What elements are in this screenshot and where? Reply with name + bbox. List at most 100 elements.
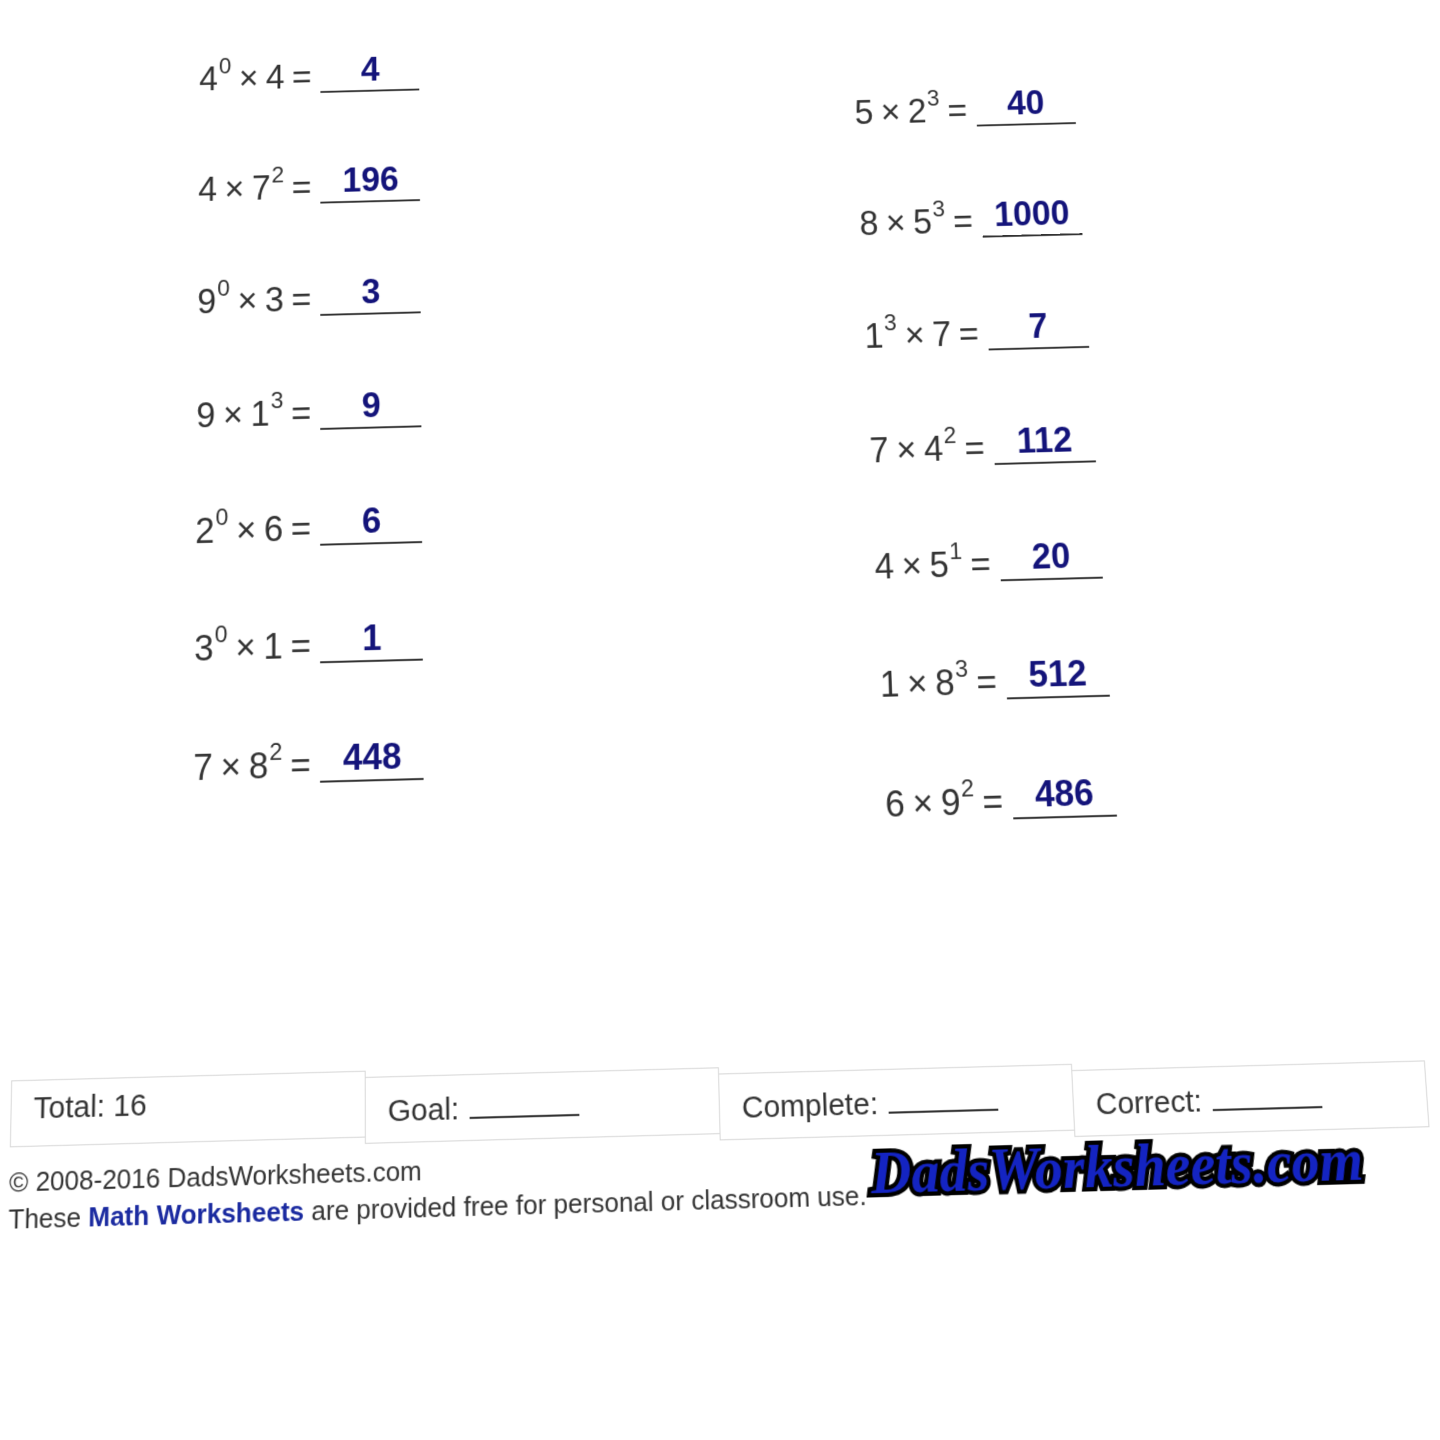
term: 23: [907, 94, 940, 128]
term-base: 8: [859, 204, 879, 243]
equals-symbol: =: [958, 316, 979, 351]
term-base: 7: [252, 169, 271, 207]
footer-copyright: © 2008-2016 DadsWorksheets.com: [9, 1155, 422, 1198]
term: 30: [194, 630, 228, 666]
term-base: 4: [874, 546, 895, 586]
term-base: 2: [907, 92, 927, 130]
equals-symbol: =: [952, 204, 973, 238]
problem-row: 13×7 = 7: [712, 267, 1243, 394]
answer-value: 6: [321, 501, 423, 546]
term: 40: [199, 62, 231, 96]
stat-complete-blank: [887, 1077, 998, 1113]
problem-row: 30×1 = 1: [165, 573, 709, 706]
term-exponent: 3: [932, 197, 946, 222]
footer-text: © 2008-2016 DadsWorksheets.com These Mat…: [8, 1141, 867, 1239]
footer-math-worksheets-link[interactable]: Math Worksheets: [88, 1195, 304, 1233]
answer-value: 7: [987, 306, 1089, 350]
term: 83: [935, 665, 970, 702]
term-base: 1: [251, 394, 270, 434]
term: 1: [263, 629, 283, 665]
problem-expression: 30×1 = 1: [194, 617, 423, 666]
term-base: 5: [854, 93, 874, 131]
answer-value: 20: [999, 536, 1103, 581]
term-base: 3: [265, 280, 284, 319]
equals-symbol: =: [964, 430, 986, 465]
term: 6: [885, 786, 906, 823]
term-base: 5: [929, 544, 950, 584]
problem-row: 1×83 = 512: [726, 612, 1264, 745]
term-base: 7: [869, 430, 890, 470]
stat-goal: Goal:: [365, 1067, 721, 1144]
term: 53: [913, 205, 947, 239]
problem-expression: 7×82 = 448: [193, 736, 424, 786]
worksheet-page: 40×4 = 44×72 = 19690×3 = 39×13 = 920×6 =…: [0, 0, 1440, 1440]
term: 3: [265, 283, 284, 317]
term-base: 6: [264, 509, 283, 549]
problem-expression: 13×7 = 7: [864, 306, 1090, 353]
problem-row: 90×3 = 3: [168, 229, 700, 356]
times-symbol: ×: [220, 749, 241, 786]
term-base: 1: [263, 626, 283, 667]
term-base: 7: [931, 314, 952, 353]
problem-row: 9×13 = 9: [167, 342, 703, 471]
problem-row: 4×51 = 20: [721, 495, 1257, 626]
times-symbol: ×: [237, 283, 257, 317]
equals-symbol: =: [291, 511, 311, 546]
term: 7: [869, 433, 889, 468]
problem-row: 7×82 = 448: [163, 691, 711, 826]
stat-total: Total: 16: [10, 1071, 366, 1148]
times-symbol: ×: [224, 172, 244, 206]
term-exponent: 0: [215, 504, 228, 530]
term-exponent: 3: [883, 310, 897, 336]
answer-value: 486: [1012, 773, 1118, 820]
footer-line2-pre: These: [8, 1201, 88, 1235]
term-base: 9: [197, 282, 216, 321]
stat-complete: Complete:: [718, 1064, 1075, 1141]
stat-correct-label: Correct:: [1095, 1084, 1203, 1122]
term: 13: [251, 396, 284, 431]
term-base: 5: [912, 202, 932, 241]
term: 42: [923, 431, 957, 466]
term-exponent: 0: [219, 54, 232, 79]
term-base: 8: [249, 745, 269, 787]
problem-expression: 40×4 = 4: [199, 50, 420, 95]
term-exponent: 3: [926, 86, 939, 111]
answer-value: 4: [321, 50, 420, 92]
stat-goal-label: Goal:: [388, 1092, 460, 1130]
problem-expression: 7×42 = 112: [869, 420, 1096, 468]
problem-row: 40×4 = 4: [171, 9, 695, 132]
term-base: 1: [879, 663, 900, 704]
term-base: 8: [934, 662, 955, 703]
times-symbol: ×: [906, 666, 928, 702]
term-exponent: 3: [955, 656, 969, 683]
times-symbol: ×: [885, 206, 906, 240]
term: 90: [197, 284, 230, 319]
times-symbol: ×: [901, 548, 923, 584]
equals-symbol: =: [291, 282, 311, 316]
times-symbol: ×: [912, 785, 934, 822]
term-exponent: 0: [217, 276, 230, 302]
equals-symbol: =: [976, 664, 998, 700]
term: 4: [266, 61, 285, 94]
times-symbol: ×: [904, 318, 925, 353]
problems-area: 40×4 = 44×72 = 19690×3 = 39×13 = 920×6 =…: [1, 0, 1432, 1075]
term-base: 9: [196, 395, 215, 435]
problem-row: 4×72 = 196: [170, 118, 698, 243]
problem-row: 8×53 = 1000: [707, 155, 1236, 280]
term: 8: [859, 207, 879, 241]
equals-symbol: =: [291, 396, 311, 431]
term-base: 1: [864, 316, 884, 355]
term: 92: [940, 784, 975, 821]
answer-value: 9: [321, 385, 422, 429]
site-logo: DadsWorksheets.com: [870, 1127, 1365, 1208]
answer-value: 112: [993, 420, 1096, 464]
term-base: 4: [199, 60, 218, 98]
problem-row: 5×23 = 40: [702, 45, 1229, 168]
equals-symbol: =: [947, 94, 968, 128]
answer-value: 1: [321, 617, 424, 663]
equals-symbol: =: [291, 628, 311, 664]
answer-value: 1000: [981, 194, 1083, 237]
term: 7: [193, 749, 213, 786]
stat-correct: Correct:: [1071, 1060, 1429, 1137]
stat-complete-label: Complete:: [741, 1087, 878, 1126]
